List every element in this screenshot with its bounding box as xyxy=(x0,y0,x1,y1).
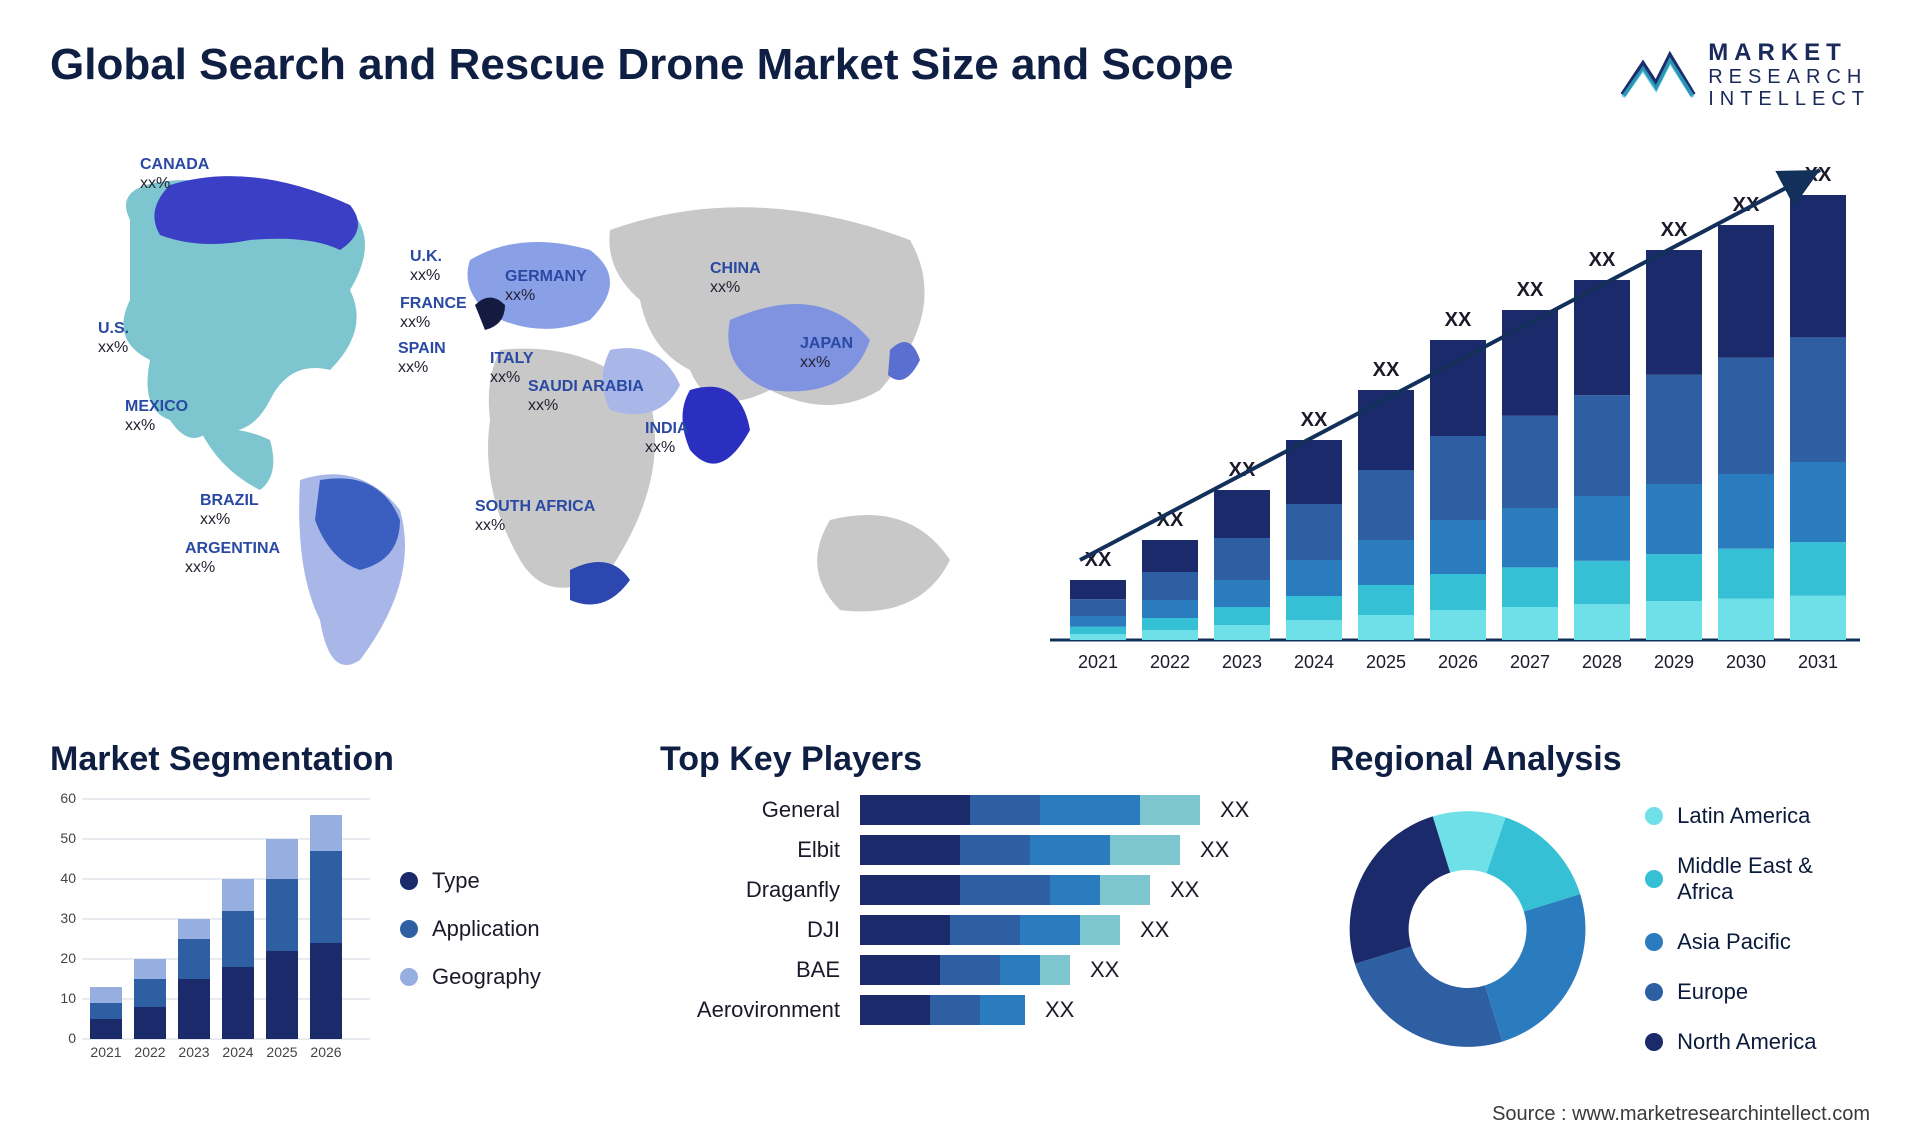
svg-text:10: 10 xyxy=(60,990,76,1006)
legend-item: Geography xyxy=(400,964,541,990)
legend-item: Asia Pacific xyxy=(1645,929,1870,955)
map-label: SPAINxx% xyxy=(398,340,446,377)
legend-item: Type xyxy=(400,868,541,894)
regional-legend: Latin America Middle East & Africa Asia Pa… xyxy=(1645,803,1870,1055)
svg-text:XX: XX xyxy=(1517,279,1544,301)
legend-item: Latin America xyxy=(1645,803,1870,829)
svg-text:0: 0 xyxy=(68,1030,76,1046)
logo-line1: MARKET xyxy=(1708,40,1870,66)
svg-text:2025: 2025 xyxy=(266,1044,297,1060)
map-label: U.S.xx% xyxy=(98,320,129,357)
regional-panel: Regional Analysis Latin America Middle Ea… xyxy=(1330,740,1870,1069)
map-label: CANADAxx% xyxy=(140,156,209,193)
world-map xyxy=(50,140,990,700)
map-label: MEXICOxx% xyxy=(125,398,188,435)
map-label: FRANCExx% xyxy=(400,295,467,332)
legend-item: Middle East & Africa xyxy=(1645,853,1870,905)
regional-donut xyxy=(1330,789,1605,1069)
svg-text:50: 50 xyxy=(60,830,76,846)
svg-text:2023: 2023 xyxy=(178,1044,209,1060)
svg-text:20: 20 xyxy=(60,950,76,966)
header: Global Search and Rescue Drone Market Si… xyxy=(50,40,1870,110)
player-row: BAEXX xyxy=(660,955,1280,985)
svg-text:XX: XX xyxy=(1589,249,1616,271)
svg-text:2025: 2025 xyxy=(1366,652,1406,672)
map-label: SOUTH AFRICAxx% xyxy=(475,498,595,535)
growth-chart: XX2021XX2022XX2023XX2024XX2025XX2026XX20… xyxy=(1030,140,1870,700)
svg-text:2024: 2024 xyxy=(222,1044,253,1060)
regional-title: Regional Analysis xyxy=(1330,740,1870,779)
player-row: DraganflyXX xyxy=(660,875,1280,905)
segmentation-chart: 0 10 20 30 40 50 60 2021 2022 2023 2024 2025 2026 xyxy=(50,789,370,1069)
svg-text:2021: 2021 xyxy=(1078,652,1118,672)
players-title: Top Key Players xyxy=(660,740,1280,779)
svg-text:XX: XX xyxy=(1661,219,1688,241)
segmentation-panel: Market Segmentation 0 10 20 30 40 50 60 2021 202… xyxy=(50,740,610,1069)
svg-text:2028: 2028 xyxy=(1582,652,1622,672)
player-row: AerovironmentXX xyxy=(660,995,1280,1025)
bottom-row: Market Segmentation 0 10 20 30 40 50 60 2021 202… xyxy=(50,740,1870,1069)
map-label: SAUDI ARABIAxx% xyxy=(528,378,644,415)
svg-text:XX: XX xyxy=(1373,359,1400,381)
player-row: GeneralXX xyxy=(660,795,1280,825)
svg-text:2021: 2021 xyxy=(90,1044,121,1060)
logo-line2: RESEARCH xyxy=(1708,66,1870,88)
svg-text:2026: 2026 xyxy=(1438,652,1478,672)
segmentation-legend: Type Application Geography xyxy=(400,868,541,990)
top-row: CANADAxx% U.S.xx% MEXICOxx% BRAZILxx% ARGENT… xyxy=(50,140,1870,700)
svg-text:2022: 2022 xyxy=(134,1044,165,1060)
legend-item: Europe xyxy=(1645,979,1870,1005)
map-label: ARGENTINAxx% xyxy=(185,540,280,577)
player-row: DJIXX xyxy=(660,915,1280,945)
legend-item: Application xyxy=(400,916,541,942)
logo-line3: INTELLECT xyxy=(1708,88,1870,110)
brand-logo: MARKET RESEARCH INTELLECT xyxy=(1618,40,1870,110)
svg-text:XX: XX xyxy=(1445,309,1472,331)
svg-text:60: 60 xyxy=(60,790,76,806)
svg-text:2027: 2027 xyxy=(1510,652,1550,672)
svg-text:40: 40 xyxy=(60,870,76,886)
svg-text:2022: 2022 xyxy=(1150,652,1190,672)
svg-text:2031: 2031 xyxy=(1798,652,1838,672)
map-label: BRAZILxx% xyxy=(200,492,259,529)
map-label: CHINAxx% xyxy=(710,260,761,297)
svg-text:30: 30 xyxy=(60,910,76,926)
page-title: Global Search and Rescue Drone Market Si… xyxy=(50,40,1234,90)
source-attribution: Source : www.marketresearchintellect.com xyxy=(1492,1103,1870,1126)
player-row: ElbitXX xyxy=(660,835,1280,865)
map-label: U.K.xx% xyxy=(410,248,442,285)
svg-text:2026: 2026 xyxy=(310,1044,341,1060)
players-panel: Top Key Players GeneralXX ElbitXX Draganfl… xyxy=(660,740,1280,1069)
map-label: GERMANYxx% xyxy=(505,268,587,305)
logo-text: MARKET RESEARCH INTELLECT xyxy=(1708,40,1870,110)
logo-icon xyxy=(1618,45,1698,105)
legend-item: North America xyxy=(1645,1029,1870,1055)
segmentation-title: Market Segmentation xyxy=(50,740,610,779)
growth-chart-svg: XX2021XX2022XX2023XX2024XX2025XX2026XX20… xyxy=(1030,140,1870,700)
world-map-panel: CANADAxx% U.S.xx% MEXICOxx% BRAZILxx% ARGENT… xyxy=(50,140,990,700)
svg-text:2029: 2029 xyxy=(1654,652,1694,672)
svg-text:2023: 2023 xyxy=(1222,652,1262,672)
map-label: INDIAxx% xyxy=(645,420,689,457)
players-chart: GeneralXX ElbitXX DraganflyXX DJIXX BAEXX Aer… xyxy=(660,789,1280,1025)
svg-text:2030: 2030 xyxy=(1726,652,1766,672)
svg-text:2024: 2024 xyxy=(1294,652,1334,672)
svg-text:XX: XX xyxy=(1301,409,1328,431)
map-label: JAPANxx% xyxy=(800,335,853,372)
